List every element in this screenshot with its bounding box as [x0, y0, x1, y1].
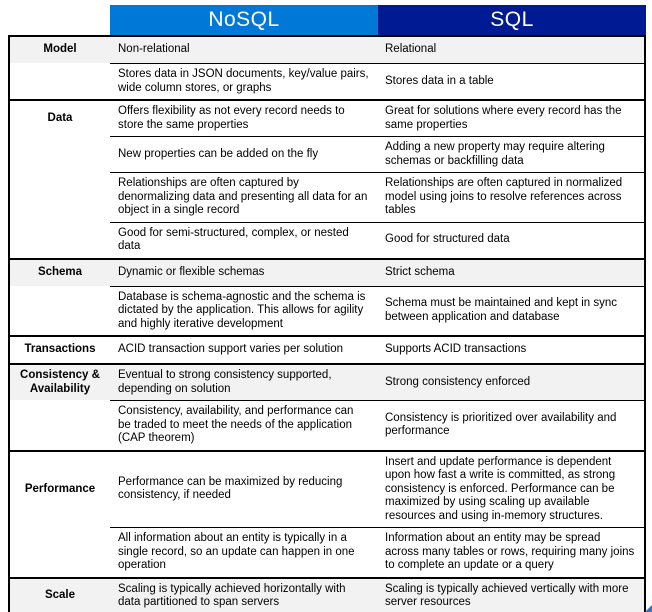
table-row: Performance Performance can be maximized… — [10, 452, 644, 528]
sql-cell: Information about an entity may be sprea… — [377, 527, 644, 577]
nosql-cell: All information about an entity is typic… — [110, 527, 377, 577]
nosql-cell: Performance can be maximized by reducing… — [118, 475, 343, 502]
category-label-spacer — [10, 286, 110, 336]
category-label: Model — [43, 43, 77, 56]
sql-column-header: SQL — [378, 5, 646, 35]
section-model: Model Non-relational Relational Stores d… — [10, 37, 644, 99]
category-label: Transactions — [24, 343, 96, 356]
nosql-header-label: NoSQL — [208, 8, 280, 31]
sql-header-label: SQL — [490, 8, 534, 31]
sql-cell: Scaling is typically achieved vertically… — [385, 582, 629, 609]
nosql-cell: Scaling is typically achieved horizontal… — [118, 582, 346, 609]
nosql-cell: New properties can be added on the fly — [110, 136, 377, 172]
table-row: Schema Dynamic or flexible schemas Stric… — [10, 259, 644, 286]
sql-cell: Supports ACID transactions — [385, 343, 527, 356]
nosql-cell: ACID transaction support varies per solu… — [118, 343, 343, 356]
sql-cell: Great for solutions where every record h… — [385, 105, 622, 131]
section-data: Data Offers flexibility as not every rec… — [10, 99, 644, 258]
nosql-cell: Relationships are often captured by deno… — [110, 172, 377, 222]
sql-cell: Good for structured data — [377, 221, 644, 258]
nosql-cell: Dynamic or flexible schemas — [118, 265, 265, 278]
table-row: Database is schema-agnostic and the sche… — [10, 285, 644, 336]
sql-cell: Strong consistency enforced — [385, 375, 531, 388]
category-label: Schema — [37, 265, 83, 278]
sql-cell: Schema must be maintained and kept in sy… — [377, 285, 644, 336]
category-label-spacer — [10, 172, 110, 222]
table-row: Consistency & Availability Eventual to s… — [10, 365, 644, 400]
section-consistency-availability: Consistency & Availability Eventual to s… — [10, 363, 644, 450]
category-label: Consistency & Availability — [20, 369, 100, 395]
category-label-spacer — [10, 400, 110, 450]
section-scale: Scale Scaling is typically achieved hori… — [10, 576, 644, 612]
table-row: Transactions ACID transaction support va… — [10, 337, 644, 363]
nosql-cell: Non-relational — [118, 43, 190, 56]
table-row: Stores data in JSON documents, key/value… — [10, 63, 644, 99]
sql-cell: Insert and update performance is depende… — [385, 455, 616, 522]
section-performance: Performance Performance can be maximized… — [10, 449, 644, 577]
table-row: New properties can be added on the fly A… — [10, 136, 644, 172]
sql-cell: Relational — [385, 43, 437, 56]
sql-cell: Strict schema — [385, 265, 455, 278]
table-row: Relationships are often captured by deno… — [10, 172, 644, 222]
selection-handle-artifact — [645, 605, 652, 612]
nosql-column-header: NoSQL — [110, 5, 378, 35]
sql-cell: Consistency is prioritized over availabi… — [377, 400, 644, 450]
sql-cell: Relationships are often captured in norm… — [377, 172, 644, 222]
section-schema: Schema Dynamic or flexible schemas Stric… — [10, 257, 644, 336]
table-row: Model Non-relational Relational — [10, 37, 644, 63]
table-header: NoSQL SQL — [110, 5, 646, 35]
section-transactions: Transactions ACID transaction support va… — [10, 335, 644, 363]
nosql-cell: Database is schema-agnostic and the sche… — [110, 285, 377, 336]
nosql-cell: Stores data in JSON documents, key/value… — [110, 63, 377, 99]
category-label-spacer — [10, 136, 110, 172]
category-label-spacer — [10, 222, 110, 258]
sql-cell: Stores data in a table — [377, 63, 644, 99]
table-row: All information about an entity is typic… — [10, 527, 644, 577]
category-label: Data — [47, 111, 73, 124]
category-label-spacer — [10, 63, 110, 99]
category-label: Scale — [44, 589, 76, 602]
table-row: Scale Scaling is typically achieved hori… — [10, 578, 644, 612]
comparison-table: Model Non-relational Relational Stores d… — [8, 35, 646, 612]
nosql-cell: Good for semi-structured, complex, or ne… — [110, 221, 377, 258]
category-label: Performance — [24, 482, 96, 495]
nosql-cell: Offers flexibility as not every record n… — [118, 105, 345, 131]
table-row: Good for semi-structured, complex, or ne… — [10, 221, 644, 258]
nosql-cell: Eventual to strong consistency supported… — [118, 369, 332, 395]
table-row: Consistency, availability, and performan… — [10, 400, 644, 450]
category-label-spacer — [10, 527, 110, 577]
table-row: Data Offers flexibility as not every rec… — [10, 101, 644, 136]
nosql-cell: Consistency, availability, and performan… — [110, 400, 377, 450]
sql-cell: Adding a new property may require alteri… — [377, 136, 644, 172]
